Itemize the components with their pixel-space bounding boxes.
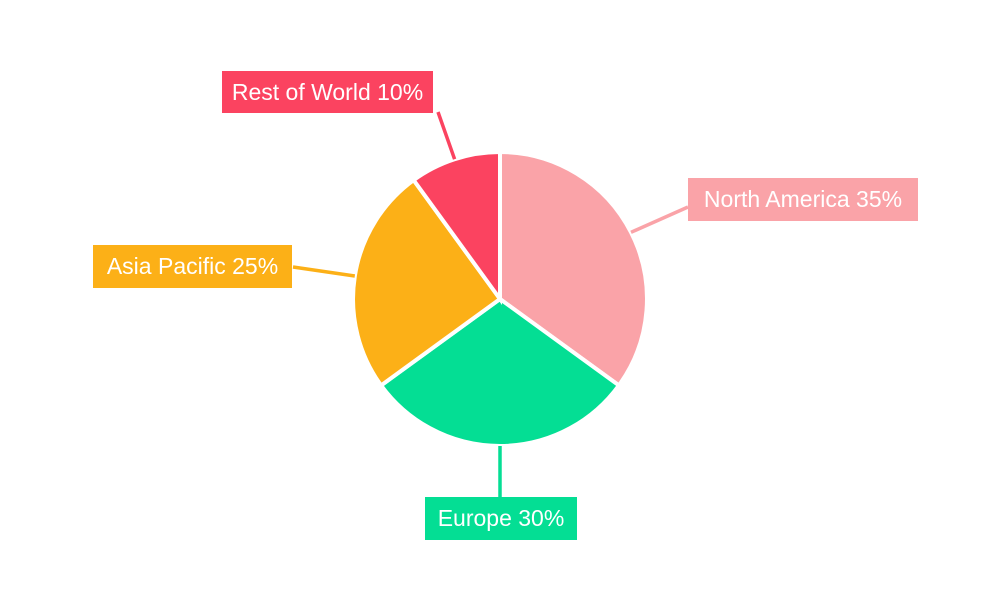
leader-line-rest-of-world [436, 111, 457, 160]
leader-line-asia-pacific [292, 265, 356, 278]
leader-line-north-america [630, 205, 689, 234]
callout-label-north-america: North America 35% [688, 178, 918, 221]
callout-label-rest-of-world: Rest of World 10% [222, 71, 433, 113]
pie-slice-asia-pacific[interactable] [351, 177, 503, 389]
callout-label-asia-pacific: Asia Pacific 25% [93, 245, 292, 288]
pie-slice-europe[interactable] [378, 296, 622, 448]
callout-label-europe: Europe 30% [425, 497, 577, 540]
pie-slice-north-america[interactable] [498, 149, 649, 389]
